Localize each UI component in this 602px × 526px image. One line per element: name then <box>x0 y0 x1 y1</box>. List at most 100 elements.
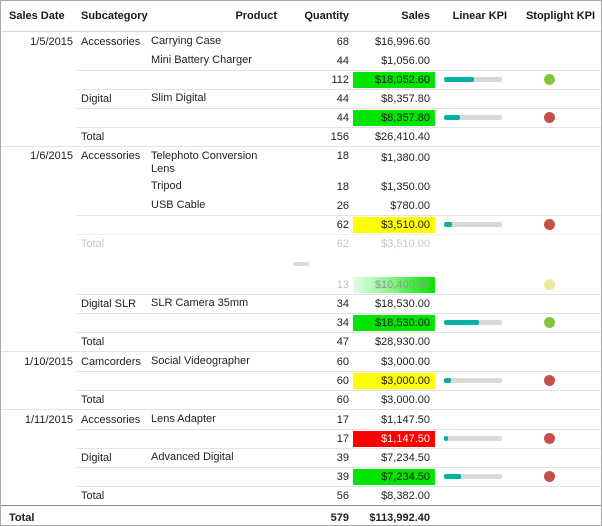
cell-subcategory: Total <box>81 489 105 502</box>
cell-sales: $18,530.00 <box>351 294 435 313</box>
table-row: Total 56 $8,382.00 <box>1 486 601 505</box>
cell-quantity: 18 <box>336 150 349 162</box>
cell-stoplight-kpi <box>515 371 601 390</box>
table-row: 60 $3,000.00 <box>1 371 601 390</box>
sales-kpi-value: $1,056.00 <box>381 54 430 67</box>
table-row: 112 $18,052.60 <box>1 70 601 89</box>
cell-subcategory <box>77 506 147 525</box>
cell-sales: $7,234.50 <box>351 467 435 486</box>
linear-kpi-track <box>444 436 502 441</box>
sales-kpi-value: $3,000.00 <box>381 393 430 406</box>
cell-quantity: 34 <box>336 297 349 310</box>
stoplight-green-icon <box>543 74 555 85</box>
stoplight-red-icon <box>543 433 555 444</box>
stoplight-red-icon <box>543 375 555 386</box>
table-header-row: Sales Date Subcategory Product Quantity … <box>1 1 601 32</box>
table-row: 1/10/2015 Camcorders Social Videographer 60… <box>1 352 601 371</box>
cell-sales: $18,052.60 <box>351 70 435 89</box>
linear-kpi-track <box>444 474 502 479</box>
table-row: Digital SLR SLR Camera 35mm 34 $18,530.00 <box>1 294 601 313</box>
cell-product: USB Cable <box>151 199 206 211</box>
cell-sales: $3,510.00 <box>351 234 435 253</box>
cell-subcategory: Total <box>81 335 105 348</box>
cell-product <box>147 234 283 253</box>
cell-sales-date <box>1 467 77 486</box>
cell-product <box>147 108 283 127</box>
cell-linear-kpi <box>435 32 515 51</box>
cell-subcategory: Digital SLR <box>81 297 137 310</box>
cell-stoplight-kpi <box>515 196 601 215</box>
cell-product <box>147 127 283 146</box>
table-row: Total 156 $26,410.40 <box>1 127 601 147</box>
linear-kpi-track <box>444 320 502 325</box>
cell-product <box>147 275 283 294</box>
table-row: 17 $1,147.50 <box>1 429 601 448</box>
cell-stoplight-kpi <box>515 486 601 505</box>
cell-linear-kpi <box>435 352 515 371</box>
cell-sales-date <box>1 275 77 294</box>
cell-product: Mini Battery Charger <box>151 54 252 66</box>
cell-subcategory <box>77 371 147 390</box>
sales-kpi-value: $1,147.50 <box>353 430 435 447</box>
cell-subcategory: Accessories <box>81 35 141 48</box>
cell-product <box>147 70 283 89</box>
cell-sales: $780.00 <box>351 196 435 215</box>
cell-stoplight-kpi <box>515 147 601 177</box>
cell-stoplight-kpi <box>515 294 601 313</box>
cell-product: Telephoto Conversion Lens <box>151 150 258 175</box>
cell-product <box>147 313 283 332</box>
cell-sales-date <box>1 108 77 127</box>
cell-subcategory: Total <box>81 130 105 143</box>
cell-sales: $10,400.00 <box>351 275 435 294</box>
cell-sales-date <box>1 429 77 448</box>
sales-kpi-value: $1,380.00 <box>381 152 430 164</box>
cell-sales-date <box>1 371 77 390</box>
cell-sales: $26,410.40 <box>351 127 435 146</box>
cell-sales-date <box>1 313 77 332</box>
cell-linear-kpi <box>435 313 515 332</box>
cell-product: SLR Camera 35mm <box>151 297 249 309</box>
cell-sales: $3,510.00 <box>351 215 435 234</box>
cell-quantity: 26 <box>336 199 349 212</box>
table-row: 1/5/2015 Accessories Carrying Case 68 $16,99… <box>1 32 601 51</box>
cell-quantity: 17 <box>336 432 349 445</box>
sales-kpi-value: $113,992.40 <box>369 512 430 524</box>
linear-kpi-bar <box>444 474 462 479</box>
stoplight-green-icon <box>543 317 555 328</box>
sales-kpi-value: $3,000.00 <box>353 372 435 389</box>
cell-sales-date <box>1 127 77 146</box>
table-row: 39 $7,234.50 <box>1 467 601 486</box>
table-row: Tripod 18 $1,350.00 <box>1 177 601 196</box>
cell-product: Advanced Digital <box>151 451 234 463</box>
column-header-subcategory: Subcategory <box>81 10 148 22</box>
cell-sales: $3,000.00 <box>351 352 435 371</box>
cell-subcategory <box>77 467 147 486</box>
cell-subcategory: Total <box>81 393 105 406</box>
sales-kpi-value: $10,400.00 <box>353 276 435 293</box>
linear-kpi-bar <box>444 436 449 441</box>
cell-product <box>147 371 283 390</box>
sales-kpi-value: $3,510.00 <box>381 237 430 250</box>
cell-product <box>147 215 283 234</box>
cell-quantity: 34 <box>336 316 349 329</box>
cell-sales-date: 1/5/2015 <box>30 35 73 48</box>
cell-linear-kpi <box>435 215 515 234</box>
cell-subcategory <box>77 196 147 215</box>
cell-sales-date <box>1 390 77 409</box>
cell-stoplight-kpi <box>515 234 601 253</box>
cell-subcategory <box>77 108 147 127</box>
sales-kpi-value: $780.00 <box>390 199 430 212</box>
cell-quantity: 60 <box>336 374 349 387</box>
cell-linear-kpi <box>435 429 515 448</box>
cell-sales-date <box>1 215 77 234</box>
sales-kpi-value: $16,996.60 <box>374 35 430 48</box>
cell-quantity: 112 <box>331 73 349 86</box>
cell-quantity: 68 <box>336 35 349 48</box>
cell-subcategory <box>77 313 147 332</box>
cell-stoplight-kpi <box>515 352 601 371</box>
sales-kpi-value: $28,930.00 <box>374 335 430 348</box>
cell-stoplight-kpi <box>515 89 601 108</box>
cell-subcategory <box>77 429 147 448</box>
table-row: Mini Battery Charger 44 $1,056.00 <box>1 51 601 70</box>
cell-linear-kpi <box>435 371 515 390</box>
